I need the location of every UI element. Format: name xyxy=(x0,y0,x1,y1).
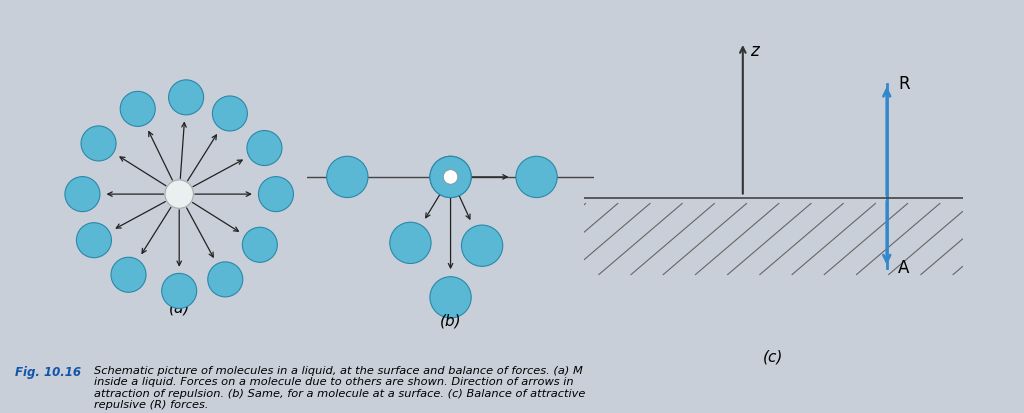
Circle shape xyxy=(443,170,458,184)
Text: R: R xyxy=(898,75,909,93)
Circle shape xyxy=(516,156,557,197)
Circle shape xyxy=(462,225,503,266)
Circle shape xyxy=(247,131,282,166)
Circle shape xyxy=(162,273,197,309)
Circle shape xyxy=(65,177,100,211)
Circle shape xyxy=(430,156,471,197)
Circle shape xyxy=(212,96,248,131)
Circle shape xyxy=(77,223,112,258)
Text: A: A xyxy=(898,259,909,277)
Circle shape xyxy=(169,80,204,115)
Circle shape xyxy=(81,126,116,161)
Circle shape xyxy=(208,262,243,297)
Text: (c): (c) xyxy=(763,350,783,365)
Circle shape xyxy=(243,227,278,262)
Text: Schematic picture of molecules in a liquid, at the surface and balance of forces: Schematic picture of molecules in a liqu… xyxy=(94,366,586,410)
Text: Fig. 10.16: Fig. 10.16 xyxy=(15,366,81,378)
Circle shape xyxy=(120,91,156,126)
Circle shape xyxy=(111,257,146,292)
Text: (b): (b) xyxy=(439,314,462,329)
Circle shape xyxy=(327,156,368,197)
Text: (a): (a) xyxy=(169,300,189,316)
Text: z: z xyxy=(751,42,759,60)
Circle shape xyxy=(430,156,471,197)
Circle shape xyxy=(258,177,294,211)
Circle shape xyxy=(165,180,194,208)
Circle shape xyxy=(390,222,431,263)
Circle shape xyxy=(430,277,471,318)
